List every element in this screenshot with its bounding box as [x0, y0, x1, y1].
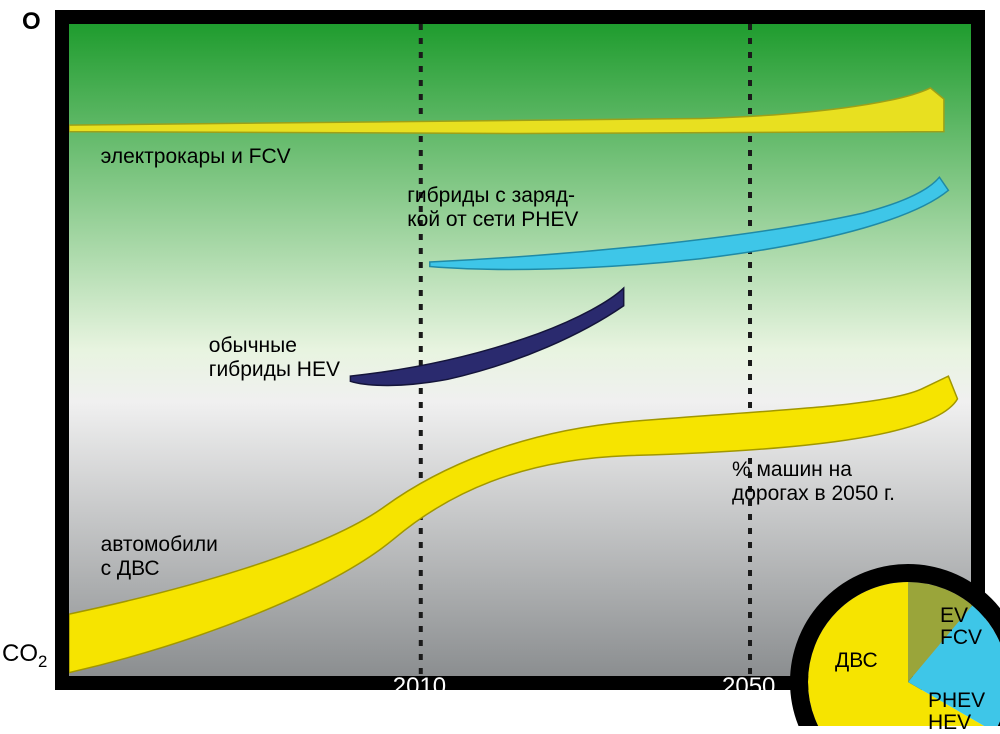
- chart-frame: электрокары и FCV гибриды с заряд- кой от…: [55, 10, 985, 690]
- annotation-2050: % машин на дорогах в 2050 г.: [732, 458, 895, 506]
- x-tick-2010: 2010: [393, 673, 446, 701]
- x-tick-2050: 2050: [722, 673, 775, 701]
- pie-label-ice: ДВС: [835, 650, 878, 672]
- label-ice: автомобили с ДВС: [101, 533, 218, 581]
- y-axis-top-label: O: [22, 8, 41, 36]
- label-hev: обычные гибриды HEV: [209, 334, 340, 382]
- pie-label-evfcv: EV FCV: [940, 605, 982, 649]
- y-axis-bottom-label: CO2: [2, 640, 47, 672]
- pie-label-phevhev: PHEV HEV: [928, 690, 985, 734]
- label-phev: гибриды с заряд- кой от сети PHEV: [407, 184, 578, 232]
- label-ev_fcv: электрокары и FCV: [101, 145, 291, 169]
- plot-area: электрокары и FCV гибриды с заряд- кой от…: [69, 24, 971, 676]
